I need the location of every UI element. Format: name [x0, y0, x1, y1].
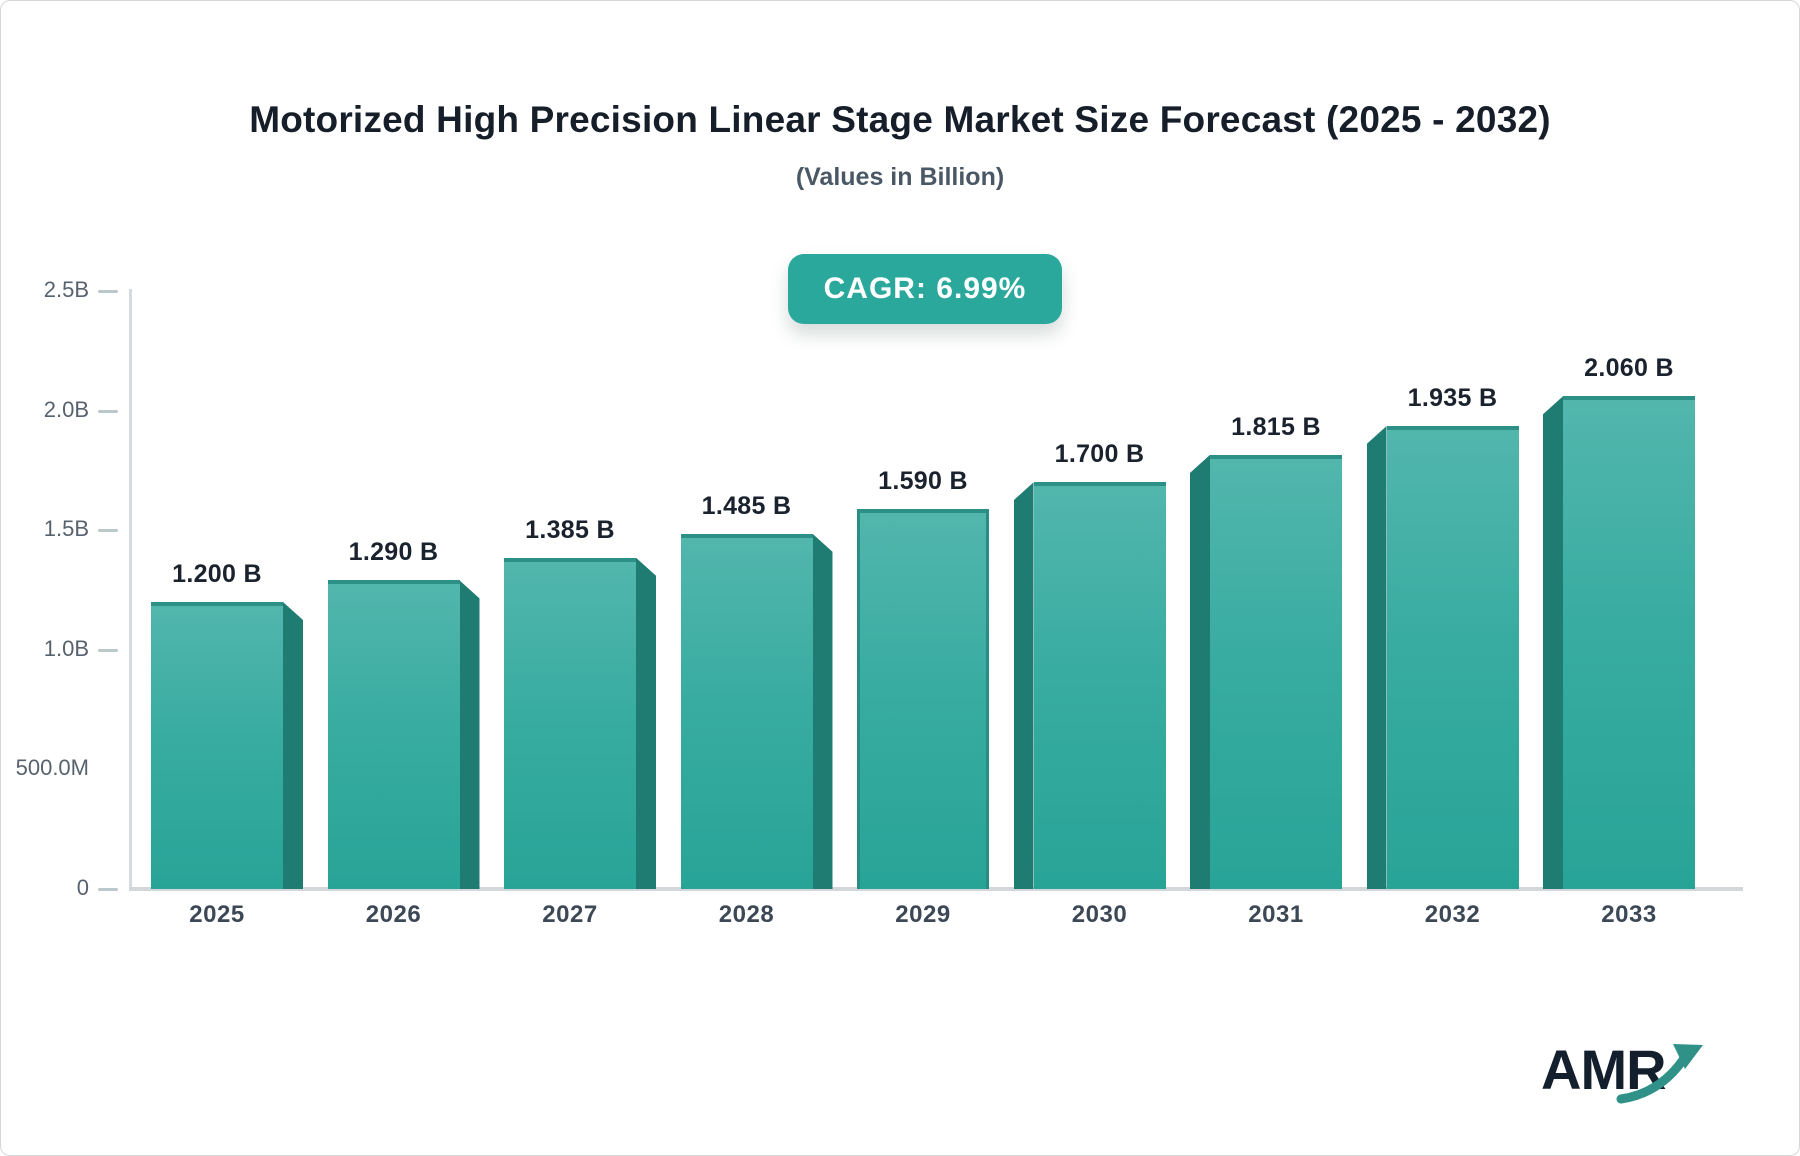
y-axis-tick-label: 2.5B — [43, 277, 89, 302]
y-axis-tick-label: 1.0B — [43, 635, 89, 661]
bar-2025-side-face — [283, 601, 303, 889]
bar-value-label-2030: 1.700 B — [1054, 440, 1145, 469]
bar-2025[interactable] — [151, 601, 283, 889]
chart-subtitle: (Values in Billion) — [795, 163, 1005, 191]
x-axis-tick-label-2031: 2031 — [1248, 901, 1304, 928]
cagr-badge-label: CAGR: 6.99% — [823, 272, 1027, 305]
bar-2030-side-face — [1013, 482, 1034, 889]
x-axis-tick-label-2030: 2030 — [1071, 901, 1128, 928]
y-axis-tick-mark — [98, 529, 118, 533]
bar-2027[interactable] — [504, 557, 636, 889]
y-axis-tick-mark — [98, 409, 118, 413]
x-axis-tick-label-2028: 2028 — [718, 901, 775, 928]
y-axis-tick-label: 1.5B — [43, 516, 89, 542]
bar-2033[interactable] — [1563, 396, 1695, 889]
bar-2033-side-face — [1543, 396, 1563, 889]
bar-value-label-2029: 1.590 B — [878, 466, 968, 495]
x-axis-tick-label-2027: 2027 — [542, 901, 598, 928]
x-axis-tick-label-2029: 2029 — [895, 901, 951, 928]
y-axis-line — [129, 289, 132, 889]
cagr-badge: CAGR: 6.99% — [788, 254, 1062, 324]
y-axis-tick-label: 2.0B — [43, 396, 89, 422]
bar-2026[interactable] — [327, 580, 460, 889]
bar-value-label-2025: 1.200 B — [172, 559, 262, 588]
bar-2026-side-face — [459, 580, 480, 889]
bar-value-label-2031: 1.815 B — [1231, 412, 1321, 441]
bar-value-label-2032: 1.935 B — [1407, 384, 1498, 413]
bar-2032[interactable] — [1386, 426, 1519, 889]
y-axis-tick-label: 0 — [76, 875, 89, 900]
y-axis-tick-mark — [98, 648, 118, 652]
bar-2027-side-face — [636, 557, 656, 889]
bar-2030[interactable] — [1033, 482, 1166, 889]
x-axis-tick-label-2032: 2032 — [1424, 901, 1481, 928]
bar-value-label-2026: 1.290 B — [348, 538, 439, 567]
bar-2031[interactable] — [1210, 454, 1342, 889]
growth-arrow-icon — [1616, 1044, 1703, 1104]
y-axis-tick-mark — [98, 290, 118, 293]
x-axis-tick-label-2026: 2026 — [365, 901, 422, 928]
x-axis-line — [129, 887, 1743, 891]
chart-title: Motorized High Precision Linear Stage Ma… — [249, 99, 1551, 140]
y-axis-tick-label: 500.0M — [15, 755, 89, 781]
bar-2028[interactable] — [680, 533, 813, 889]
amr-logo: AMR — [1541, 1037, 1711, 1117]
bar-value-label-2033: 2.060 B — [1584, 354, 1674, 383]
bar-2028-side-face — [812, 533, 833, 889]
bar-value-label-2027: 1.385 B — [525, 515, 615, 544]
bar-value-label-2028: 1.485 B — [701, 491, 792, 520]
x-axis-tick-label-2025: 2025 — [189, 901, 245, 928]
bar-2032-side-face — [1366, 426, 1387, 889]
bar-2031-side-face — [1190, 454, 1210, 889]
bar-2029[interactable] — [857, 508, 989, 889]
x-axis-tick-label-2033: 2033 — [1601, 901, 1657, 928]
y-axis-tick-mark — [98, 888, 118, 891]
